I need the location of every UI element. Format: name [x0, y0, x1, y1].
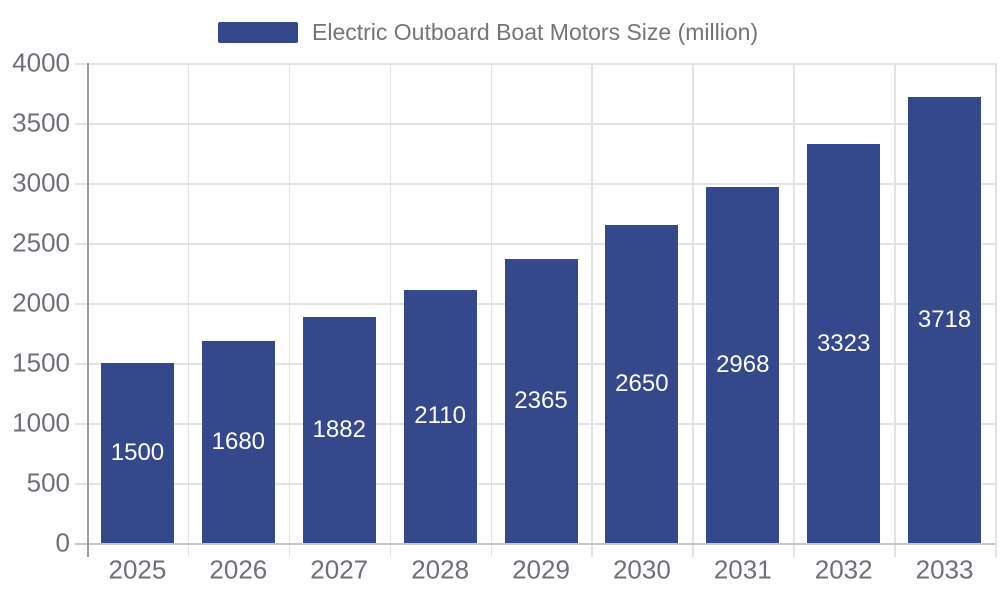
y-axis-line [87, 63, 89, 557]
gridline-vertical [692, 63, 694, 557]
x-axis-tick-label: 2028 [411, 554, 470, 585]
bar-value-label: 3323 [816, 329, 871, 357]
gridline-horizontal [75, 123, 995, 125]
x-axis-tick-label: 2026 [209, 554, 268, 585]
x-axis-tick-label: 2030 [612, 554, 671, 585]
y-axis-tick-label: 1500 [12, 347, 70, 378]
bar-value-label: 1882 [312, 416, 366, 444]
gridline-vertical [389, 63, 392, 557]
y-axis-tick-label: 500 [26, 467, 70, 498]
y-axis-tick-label: 4000 [12, 47, 70, 78]
x-axis-tick-label: 2027 [310, 554, 369, 585]
bar-value-label: 2650 [615, 370, 669, 397]
bar[interactable] [403, 289, 477, 543]
x-axis-line [75, 543, 995, 545]
y-axis-tick-label: 0 [55, 527, 70, 558]
legend-item[interactable]: Electric Outboard Boat Motors Size (mill… [218, 18, 758, 46]
x-axis-tick-label: 2025 [108, 554, 167, 585]
y-axis-tick-label: 1000 [12, 407, 70, 438]
gridline-vertical [894, 63, 896, 557]
legend-label: Electric Outboard Boat Motors Size (mill… [312, 18, 759, 45]
bar[interactable] [807, 144, 881, 543]
gridline-vertical [591, 63, 593, 557]
gridline-vertical [995, 63, 997, 557]
x-axis-tick-label: 2032 [814, 554, 873, 585]
y-axis-tick-label: 2000 [12, 287, 70, 318]
bar-value-label: 1500 [110, 439, 165, 466]
y-axis-tick-label: 3000 [12, 167, 70, 198]
bar-value-label: 2110 [414, 402, 466, 430]
x-axis-tick-label: 2033 [915, 554, 974, 585]
bar[interactable] [706, 186, 780, 543]
gridline-vertical [288, 63, 291, 557]
y-axis-tick-label: 3500 [12, 107, 70, 138]
y-axis-tick-label: 2500 [12, 227, 70, 258]
bar[interactable] [100, 363, 174, 543]
gridline-horizontal [75, 63, 995, 65]
bar[interactable] [201, 341, 275, 543]
bar[interactable] [504, 259, 578, 543]
gridline-vertical [793, 63, 795, 557]
legend-swatch [218, 21, 298, 43]
bar[interactable] [605, 225, 679, 543]
gridline-horizontal [75, 243, 995, 245]
bar-value-label: 2968 [716, 350, 770, 378]
bar-value-label: 1680 [211, 428, 266, 456]
bar[interactable] [302, 317, 376, 543]
gridline-horizontal [75, 183, 995, 185]
x-axis-tick-label: 2031 [713, 554, 772, 585]
bar-value-label: 3718 [917, 305, 972, 333]
bar-value-label: 2365 [514, 387, 568, 415]
gridline-vertical [187, 63, 190, 557]
gridline-vertical [490, 63, 493, 557]
x-axis-tick-label: 2029 [512, 554, 570, 585]
bar[interactable] [908, 96, 982, 543]
